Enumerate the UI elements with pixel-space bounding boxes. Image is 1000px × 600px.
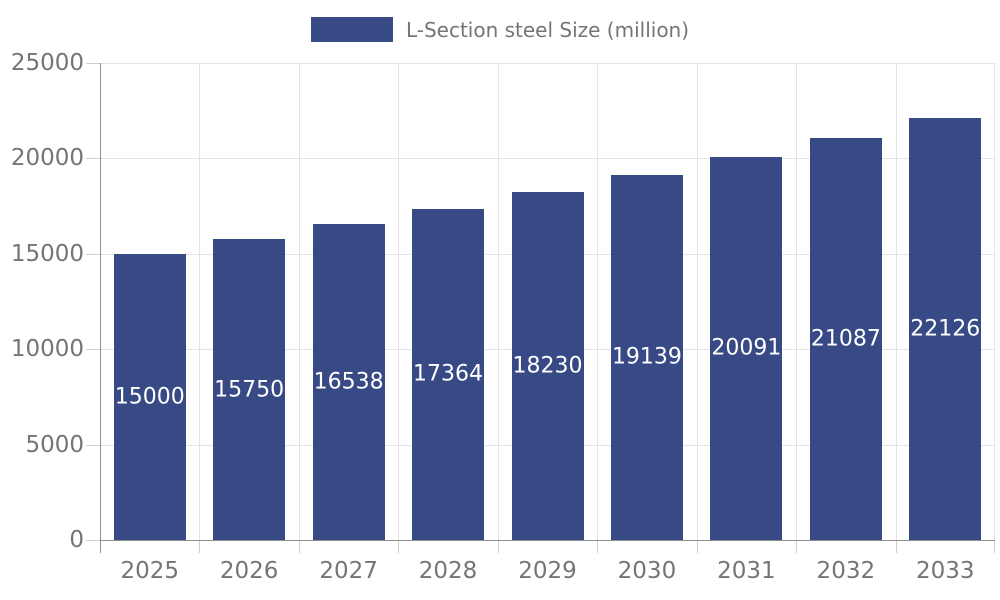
gridline-vertical: [298, 63, 300, 540]
x-axis-tick: [298, 540, 300, 553]
y-axis-label: 0: [69, 527, 84, 553]
plot-area: 15000 15750 16538 17364 18230 19139 20091 21087…: [100, 63, 995, 540]
bar-value-label: 22126: [910, 316, 981, 342]
bar-value-label: 18230: [512, 353, 583, 379]
x-axis-label: 2028: [418, 558, 478, 584]
y-axis-tick: [86, 63, 100, 64]
x-axis-tick: [696, 540, 698, 553]
x-axis-tick: [895, 540, 897, 553]
bar-2033[interactable]: 22126: [909, 117, 982, 540]
y-axis-line: [100, 63, 101, 553]
y-axis-label: 25000: [10, 50, 84, 76]
x-axis-tick: [796, 540, 798, 553]
y-axis-tick: [86, 444, 100, 446]
bar-value-label: 19139: [611, 344, 682, 370]
x-axis-label: 2031: [717, 558, 776, 584]
y-axis-tick: [86, 349, 100, 351]
x-axis-label: 2032: [816, 558, 876, 584]
y-axis-label: 5000: [25, 431, 84, 458]
gridline-vertical: [597, 63, 599, 540]
gridline-vertical: [199, 63, 201, 540]
y-axis-tick: [86, 253, 100, 255]
x-axis-label: 2026: [219, 558, 279, 584]
gridline-horizontal: [100, 63, 995, 64]
x-axis-label: 2033: [915, 558, 975, 584]
y-axis-tick: [86, 540, 100, 541]
gridline-horizontal: [100, 158, 995, 160]
x-axis-label: 2025: [120, 558, 179, 584]
gridline-vertical: [398, 63, 400, 540]
gridline-vertical: [497, 63, 499, 540]
x-axis-tick: [597, 540, 599, 553]
bar-2025[interactable]: 15000: [113, 253, 186, 540]
bar-2028[interactable]: 17364: [412, 208, 485, 540]
y-axis-label: 15000: [10, 240, 84, 267]
legend-swatch: [310, 17, 393, 42]
bar-value-label: 15000: [114, 384, 185, 410]
bar-value-label: 17364: [413, 361, 484, 387]
bar-2030[interactable]: 19139: [610, 174, 683, 540]
gridline-vertical: [895, 63, 897, 540]
legend-label: L-Section steel Size (million): [405, 17, 690, 42]
bar-2026[interactable]: 15750: [213, 239, 286, 540]
bar-2027[interactable]: 16538: [312, 224, 385, 540]
bar-2029[interactable]: 18230: [511, 192, 584, 540]
gridline-vertical: [696, 63, 698, 540]
y-axis-tick: [86, 158, 100, 160]
x-axis-tick: [497, 540, 499, 553]
x-axis-tick: [398, 540, 400, 553]
bar-value-label: 16538: [313, 369, 384, 395]
x-axis-label: 2029: [518, 558, 577, 584]
x-axis-label: 2030: [617, 558, 677, 584]
gridline-vertical: [994, 63, 995, 540]
x-axis-line: [100, 540, 995, 541]
x-axis-label: 2027: [319, 558, 378, 584]
x-axis-tick: [199, 540, 201, 553]
gridline-vertical: [796, 63, 798, 540]
bar-2032[interactable]: 21087: [809, 137, 882, 540]
bar-value-label: 21087: [810, 326, 881, 352]
bar-2031[interactable]: 20091: [710, 156, 783, 540]
bar-value-label: 15750: [214, 377, 285, 403]
bar-value-label: 20091: [711, 335, 782, 361]
legend-item[interactable]: L-Section steel Size (million): [0, 17, 1000, 42]
y-axis-label: 10000: [10, 336, 84, 363]
y-axis-label: 20000: [10, 145, 84, 172]
x-axis-tick: [994, 540, 995, 553]
